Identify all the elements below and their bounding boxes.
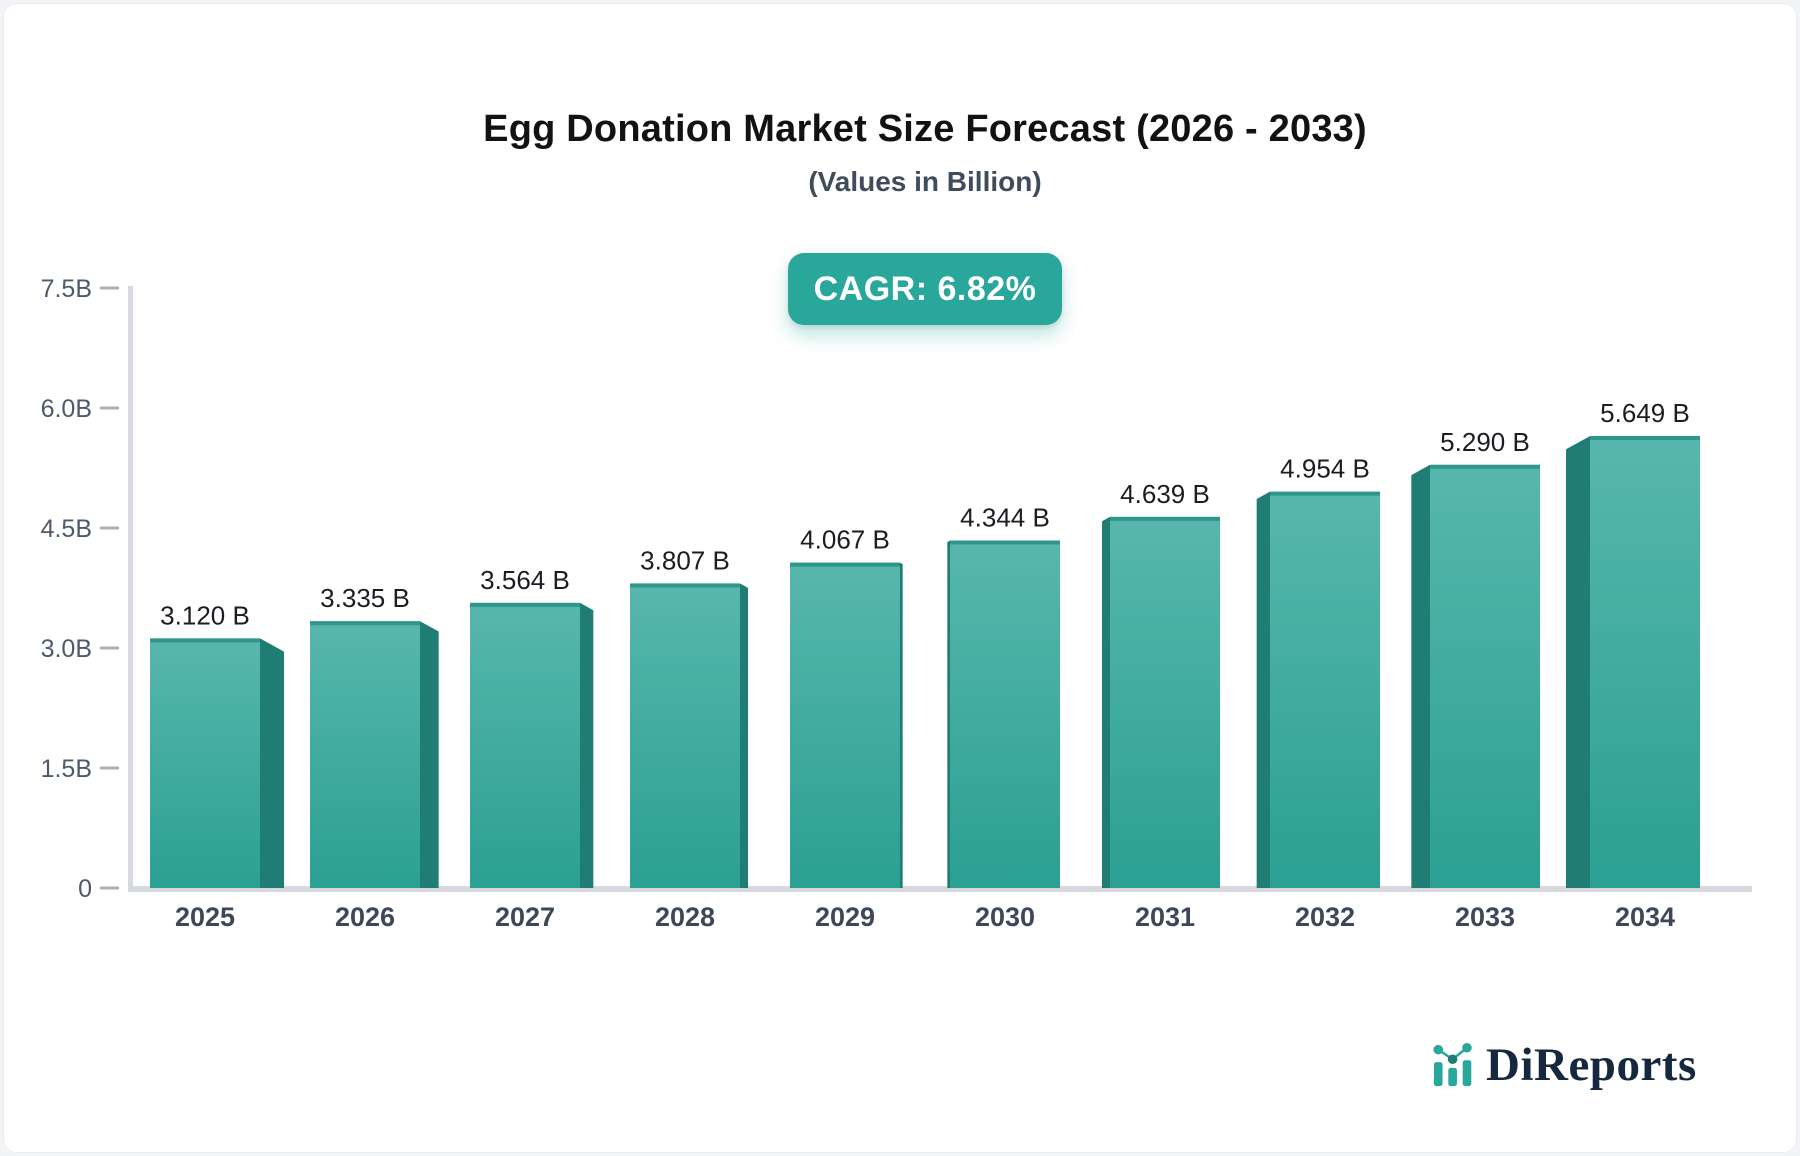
bar-top-edge (630, 583, 740, 588)
bar-value-label: 4.954 B (1280, 454, 1370, 484)
bar-side-face (1102, 516, 1110, 888)
x-tick-label: 2026 (335, 902, 395, 932)
bar-value-label: 3.335 B (320, 583, 410, 613)
bar-2033 (1430, 464, 1540, 888)
x-tick-label: 2030 (975, 902, 1035, 932)
bar-side-face (260, 638, 284, 888)
x-tick-label: 2031 (1135, 902, 1195, 932)
bar-value-label: 5.649 B (1600, 398, 1690, 428)
bar-2032 (1270, 491, 1380, 888)
bar-top-edge (310, 621, 420, 626)
cagr-badge-label: CAGR: 6.82% (813, 269, 1037, 308)
bar-top-edge (1110, 516, 1220, 521)
chart-subtitle: (Values in Billion) (808, 166, 1042, 197)
bar-2034 (1590, 436, 1700, 888)
bar-side-face (580, 602, 594, 888)
x-tick-label: 2029 (815, 902, 875, 932)
bar-value-label: 4.067 B (800, 525, 890, 555)
bar-side-face (947, 540, 950, 888)
bar-2026 (310, 621, 420, 888)
bar-2029 (790, 562, 900, 888)
brand-logo: DiReports (1432, 1038, 1697, 1092)
chart-title: Egg Donation Market Size Forecast (2026 … (483, 108, 1367, 150)
brand-logo-icon (1433, 1042, 1472, 1087)
bar-top-edge (150, 638, 260, 643)
bar-side-face (1256, 491, 1270, 888)
bar-2030 (950, 540, 1060, 888)
x-tick-label: 2027 (495, 902, 555, 932)
x-tick-label: 2025 (175, 902, 235, 932)
bar-value-label: 3.807 B (640, 545, 730, 575)
bar-value-label: 5.290 B (1440, 427, 1530, 457)
bar-top-edge (1430, 464, 1540, 469)
bar-side-face (900, 562, 903, 888)
bar-side-face (1411, 464, 1430, 888)
x-tick-label: 2034 (1615, 902, 1675, 932)
cagr-badge: CAGR: 6.82% (788, 253, 1062, 325)
bar-side-face (420, 621, 439, 888)
bar-2027 (470, 602, 580, 888)
bar-top-edge (1590, 436, 1700, 441)
y-tick-label: 1.5B (41, 755, 92, 783)
bar-side-face (1566, 436, 1590, 888)
bar-value-label: 4.344 B (960, 502, 1050, 532)
bar-value-label: 3.120 B (160, 600, 250, 630)
y-axis-line (128, 286, 133, 888)
bar-value-label: 3.564 B (480, 565, 570, 595)
bar-2028 (630, 583, 740, 888)
bar-side-face (740, 583, 748, 888)
bar-value-label: 4.639 B (1120, 479, 1210, 509)
brand-wordmark: DiReports (1486, 1039, 1697, 1091)
bar-top-edge (470, 602, 580, 607)
x-tick-label: 2028 (655, 902, 715, 932)
x-tick-label: 2032 (1295, 902, 1355, 932)
y-tick-label: 6.0B (41, 395, 92, 423)
bar-top-edge (950, 540, 1060, 545)
x-axis-line (128, 886, 1752, 892)
y-tick-label: 7.5B (41, 275, 92, 303)
y-tick-label: 3.0B (41, 635, 92, 663)
x-tick-label: 2033 (1455, 902, 1515, 932)
y-tick-label: 0 (78, 875, 92, 903)
bar-top-edge (790, 562, 900, 567)
bar-2025 (150, 638, 260, 888)
bar-top-edge (1270, 491, 1380, 496)
bar-2031 (1110, 516, 1220, 888)
y-tick-label: 4.5B (41, 515, 92, 543)
